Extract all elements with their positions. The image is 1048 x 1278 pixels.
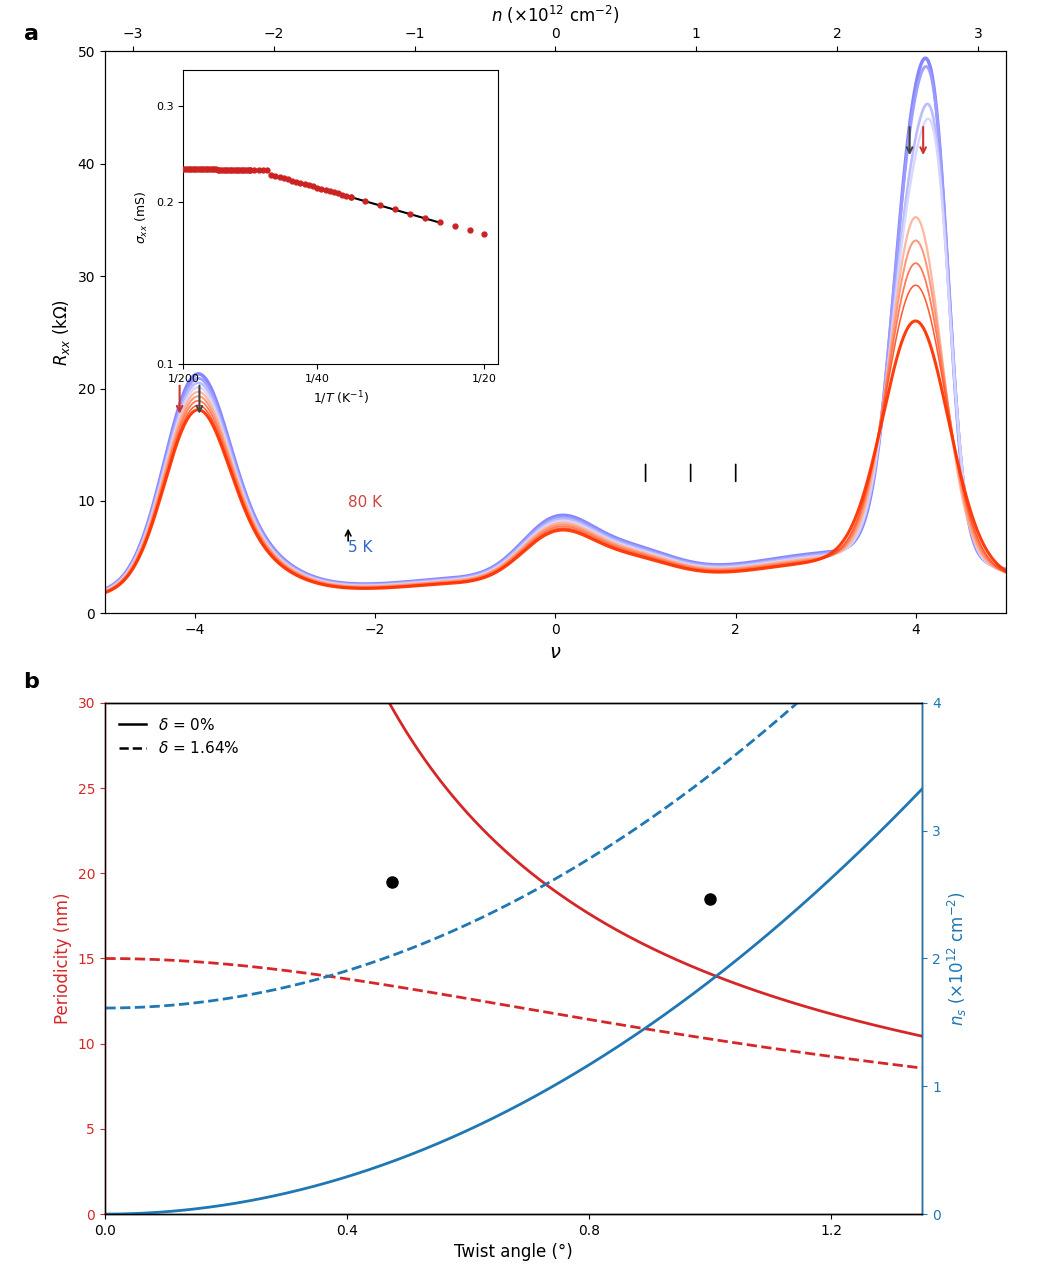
Text: 5 K: 5 K xyxy=(348,539,373,555)
X-axis label: Twist angle (°): Twist angle (°) xyxy=(454,1243,573,1261)
X-axis label: $\nu$: $\nu$ xyxy=(549,643,562,662)
Y-axis label: $n_s$ ($\times$10$^{12}$ cm$^{-2}$): $n_s$ ($\times$10$^{12}$ cm$^{-2}$) xyxy=(946,891,969,1026)
X-axis label: $1/T$ (K$^{-1}$): $1/T$ (K$^{-1}$) xyxy=(312,390,369,408)
Y-axis label: $R_{xx}$ (k$\Omega$): $R_{xx}$ (k$\Omega$) xyxy=(51,299,72,366)
X-axis label: $n$ ($\times$10$^{12}$ cm$^{-2}$): $n$ ($\times$10$^{12}$ cm$^{-2}$) xyxy=(492,4,619,26)
Y-axis label: $\sigma_{xx}$ (mS): $\sigma_{xx}$ (mS) xyxy=(134,190,150,244)
Y-axis label: Periodicity (nm): Periodicity (nm) xyxy=(53,893,72,1024)
Text: a: a xyxy=(24,24,39,43)
Text: 80 K: 80 K xyxy=(348,495,383,510)
Text: b: b xyxy=(23,671,39,691)
Legend: $\delta$ = 0%, $\delta$ = 1.64%: $\delta$ = 0%, $\delta$ = 1.64% xyxy=(112,711,246,763)
